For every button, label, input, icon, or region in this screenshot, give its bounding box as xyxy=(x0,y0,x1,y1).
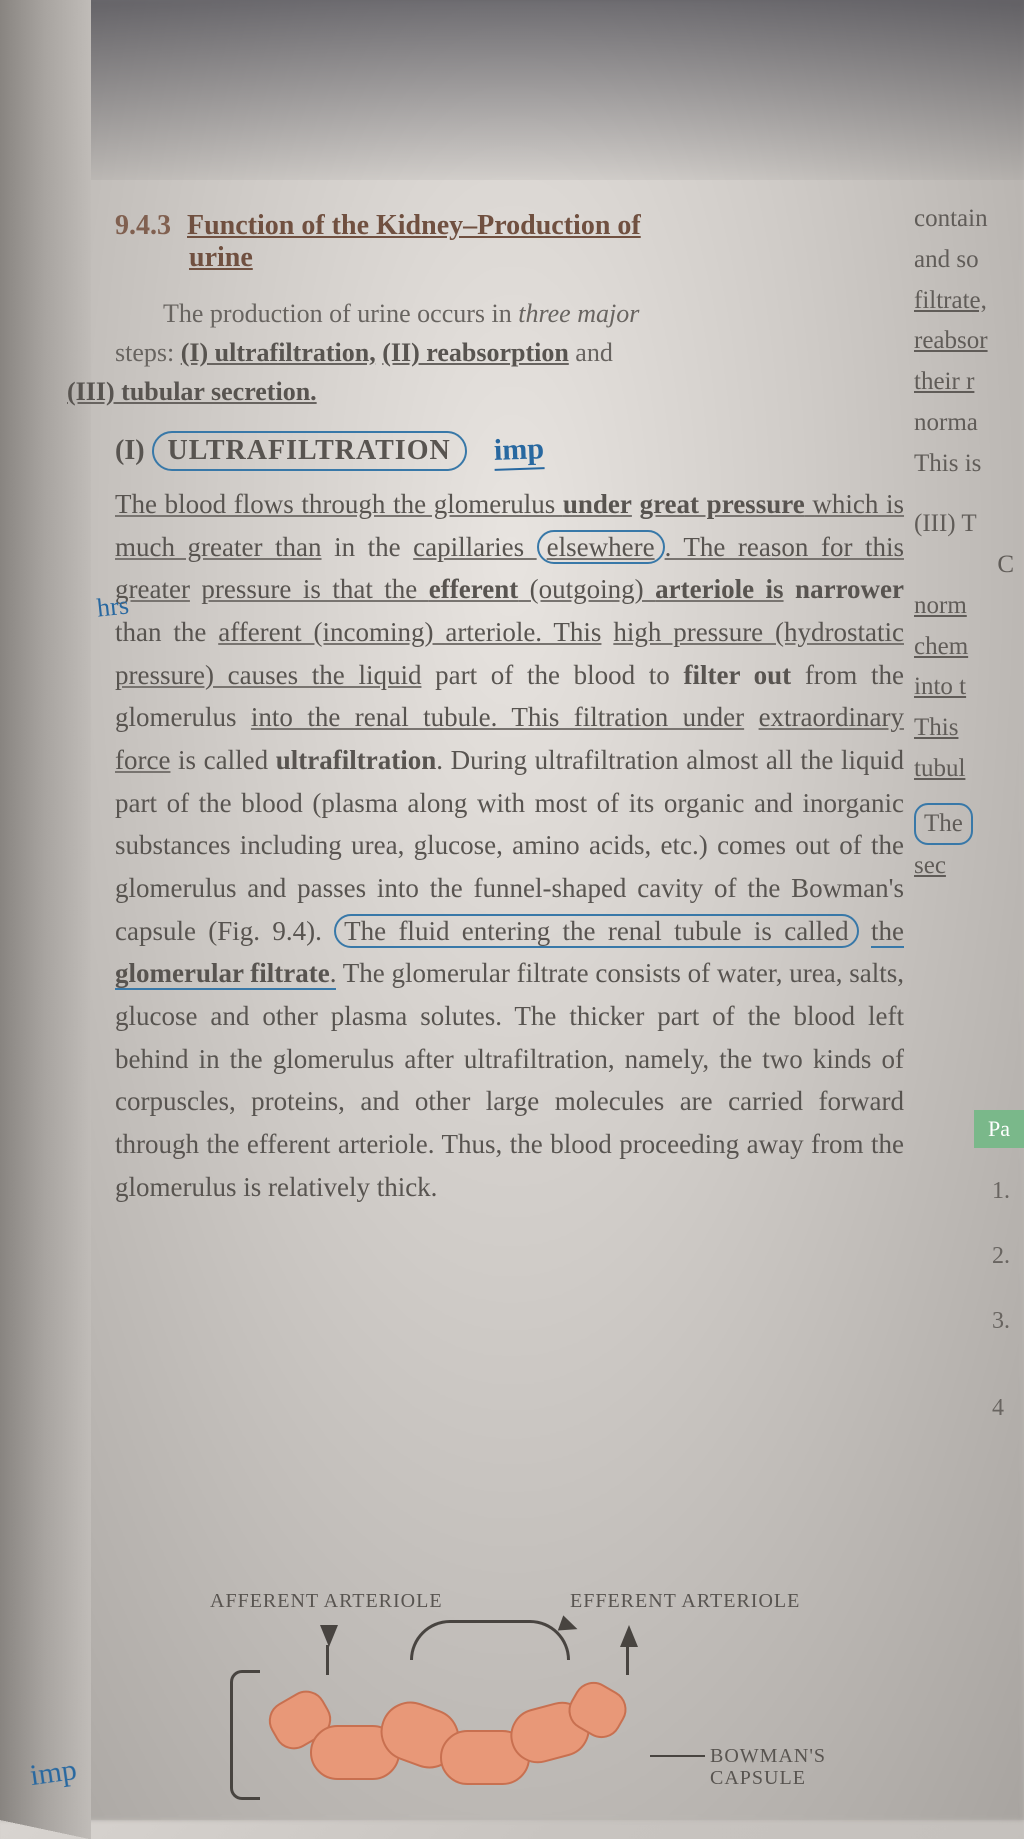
intro-em: three major xyxy=(518,299,639,328)
number-list: 1. 2. 3. 4 xyxy=(974,1178,1024,1422)
cut-text: This xyxy=(914,709,1024,748)
top-shadow xyxy=(0,0,1024,180)
green-tab: Pa xyxy=(974,1110,1024,1148)
cut-text: The xyxy=(914,803,973,846)
section-header: 9.4.3 Function of the Kidney–Production … xyxy=(115,210,1014,274)
cut-text: sec xyxy=(914,847,1024,886)
glomerulus-vessels xyxy=(270,1675,690,1795)
section-title-line2: urine xyxy=(189,242,1014,274)
ultrafiltration-circled: ULTRAFILTRATION xyxy=(152,431,467,471)
list-num: 1. xyxy=(992,1178,1024,1205)
cut-text: reabsor xyxy=(914,322,1024,361)
right-page-cutoff: contain and so filtrate, reabsor their r… xyxy=(914,200,1024,888)
cut-text: into t xyxy=(914,668,1024,707)
right-sidebar: Pa 1. 2. 3. 4 xyxy=(974,1110,1024,1460)
list-num: 3. xyxy=(992,1308,1024,1335)
list-num: 2. xyxy=(992,1243,1024,1270)
cut-text: chem xyxy=(914,628,1024,667)
leader-line-icon xyxy=(650,1755,705,1757)
flow-arc-icon xyxy=(410,1620,570,1660)
intro-and: and xyxy=(575,338,613,367)
cut-text: their r xyxy=(914,363,1024,402)
cut-text: filtrate, xyxy=(914,282,1024,321)
bowman-label: BOWMAN'S CAPSULE xyxy=(710,1745,826,1789)
intro-steps-label: steps: xyxy=(115,338,181,367)
efferent-label: EFFERENT ARTERIOLE xyxy=(570,1590,800,1613)
handwritten-margin-note: hrs xyxy=(96,590,131,623)
afferent-label: AFFERENT ARTERIOLE xyxy=(210,1590,443,1613)
bowman-line1: BOWMAN'S xyxy=(710,1745,826,1767)
book-spine xyxy=(0,0,91,1839)
arc-arrow-icon xyxy=(558,1615,580,1636)
arrow-up-icon xyxy=(620,1625,638,1647)
arrow-down-icon xyxy=(320,1625,338,1647)
arrow-line-icon xyxy=(626,1645,629,1675)
page-content: 9.4.3 Function of the Kidney–Production … xyxy=(115,210,1014,1208)
cut-text: norm xyxy=(914,587,1024,626)
arrow-line-icon xyxy=(326,1645,329,1675)
intro-step1: (I) ultrafiltration, xyxy=(181,338,376,367)
bowman-line2: CAPSULE xyxy=(710,1767,806,1789)
cut-text: norma xyxy=(914,404,1024,443)
intro-step3: (III) tubular secretion. xyxy=(67,377,317,406)
cut-text: and so xyxy=(914,241,1024,280)
cut-text: This is xyxy=(914,445,1024,484)
handwritten-imp: imp xyxy=(493,432,544,471)
intro-text-1: The production of urine occurs in xyxy=(163,299,518,328)
cut-text: contain xyxy=(914,200,1024,239)
bracket-icon xyxy=(230,1670,260,1800)
intro-paragraph: The production of urine occurs in three … xyxy=(115,294,1014,411)
body-paragraph: The blood flows through the glomerulus u… xyxy=(115,483,1014,1208)
cut-text: C xyxy=(914,546,1024,585)
roman-numeral: (I) xyxy=(115,435,145,466)
cut-text: tubul xyxy=(914,750,1024,789)
section-number: 9.4.3 xyxy=(115,210,171,241)
subsection-heading: (I) ULTRAFILTRATION imp xyxy=(115,431,1014,471)
nephron-diagram: AFFERENT ARTERIOLE EFFERENT ARTERIOLE BO… xyxy=(150,1590,870,1800)
list-num: 4 xyxy=(992,1395,1024,1422)
intro-step2: (II) reabsorption xyxy=(382,338,569,367)
section-title: Function of the Kidney–Production of xyxy=(187,210,641,241)
cut-text: (III) T xyxy=(914,505,1024,544)
handwritten-imp-bottom: imp xyxy=(28,1753,79,1793)
